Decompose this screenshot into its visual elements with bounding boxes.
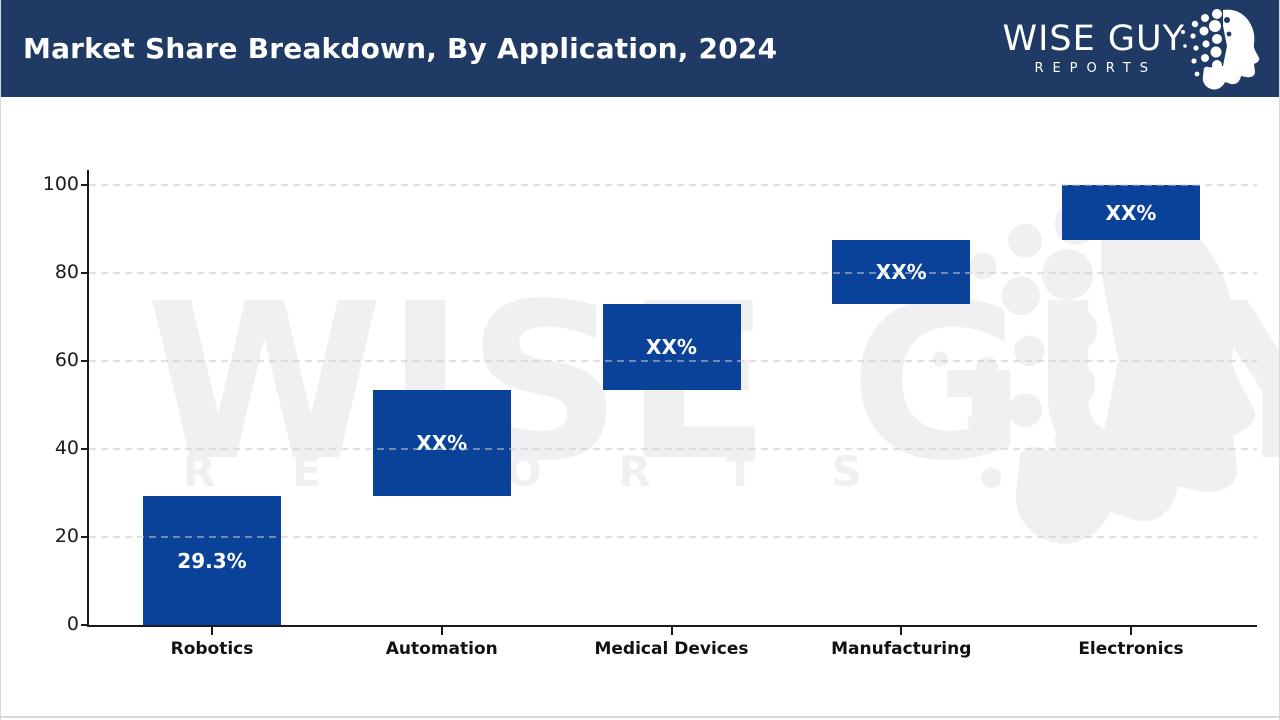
axis-layer: 0 20 40 60 80 100 Robotics Automation Medical De… xyxy=(1,97,1279,717)
y-tick-label-0: 0 xyxy=(66,613,79,635)
x-tick-4 xyxy=(1130,627,1132,635)
x-tick-label-1: Automation xyxy=(385,639,498,659)
brand-logo-text: WISE GUY REPORTS xyxy=(1002,18,1185,76)
y-tick-0 xyxy=(81,624,89,626)
brand-subname: REPORTS xyxy=(1034,60,1158,76)
header-bar: Market Share Breakdown, By Application, … xyxy=(1,0,1279,97)
bar-automation: XX% xyxy=(372,390,511,497)
bar-label: XX% xyxy=(416,431,468,456)
watermark-text-secondary: REPORTS xyxy=(183,447,939,496)
y-tick-label-40: 40 xyxy=(54,437,79,459)
wise-guy-face-icon xyxy=(1181,8,1260,90)
bar-label: XX% xyxy=(875,259,927,284)
bar-label: XX% xyxy=(646,334,697,359)
y-tick-40 xyxy=(81,448,89,450)
y-axis-spine xyxy=(87,170,89,627)
y-tick-label-100: 100 xyxy=(42,173,79,195)
x-tick-0 xyxy=(211,627,213,635)
bar-medical-devices: XX% xyxy=(602,303,741,391)
x-tick-label-3: Manufacturing xyxy=(831,639,972,659)
brand-name: WISE GUY xyxy=(1002,18,1185,59)
y-tick-label-80: 80 xyxy=(54,261,79,283)
bar-label: 29.3% xyxy=(177,548,247,573)
x-tick-label-0: Robotics xyxy=(170,639,254,659)
x-tick-1 xyxy=(440,627,443,635)
x-tick-label-2: Medical Devices xyxy=(594,639,749,659)
bar-robotics: 29.3% xyxy=(143,496,281,625)
bar-electronics: XX% xyxy=(1062,185,1200,240)
y-tick-80 xyxy=(81,272,89,274)
y-tick-60 xyxy=(81,360,89,362)
bar-label: XX% xyxy=(1105,200,1157,225)
bar-manufacturing: XX% xyxy=(832,240,971,304)
x-tick-3 xyxy=(900,627,903,635)
brand-logo: WISE GUY REPORTS xyxy=(1002,6,1263,92)
x-tick-2 xyxy=(670,627,673,635)
y-tick-100 xyxy=(81,184,89,186)
x-tick-label-4: Electronics xyxy=(1078,639,1184,659)
y-tick-label-20: 20 xyxy=(54,525,79,547)
chart-area: WISE GUY REPORTS 29.3%XX%XX%XX%XX% 02040… xyxy=(1,97,1279,717)
y-tick-20 xyxy=(81,536,89,538)
page-title: Market Share Breakdown, By Application, … xyxy=(23,32,778,65)
bars-layer: 29.3% XX% XX% XX% XX% xyxy=(1,97,1279,717)
watermark-face-icon xyxy=(923,202,1256,544)
x-axis-spine xyxy=(87,625,1257,627)
y-tick-label-60: 60 xyxy=(54,349,79,371)
